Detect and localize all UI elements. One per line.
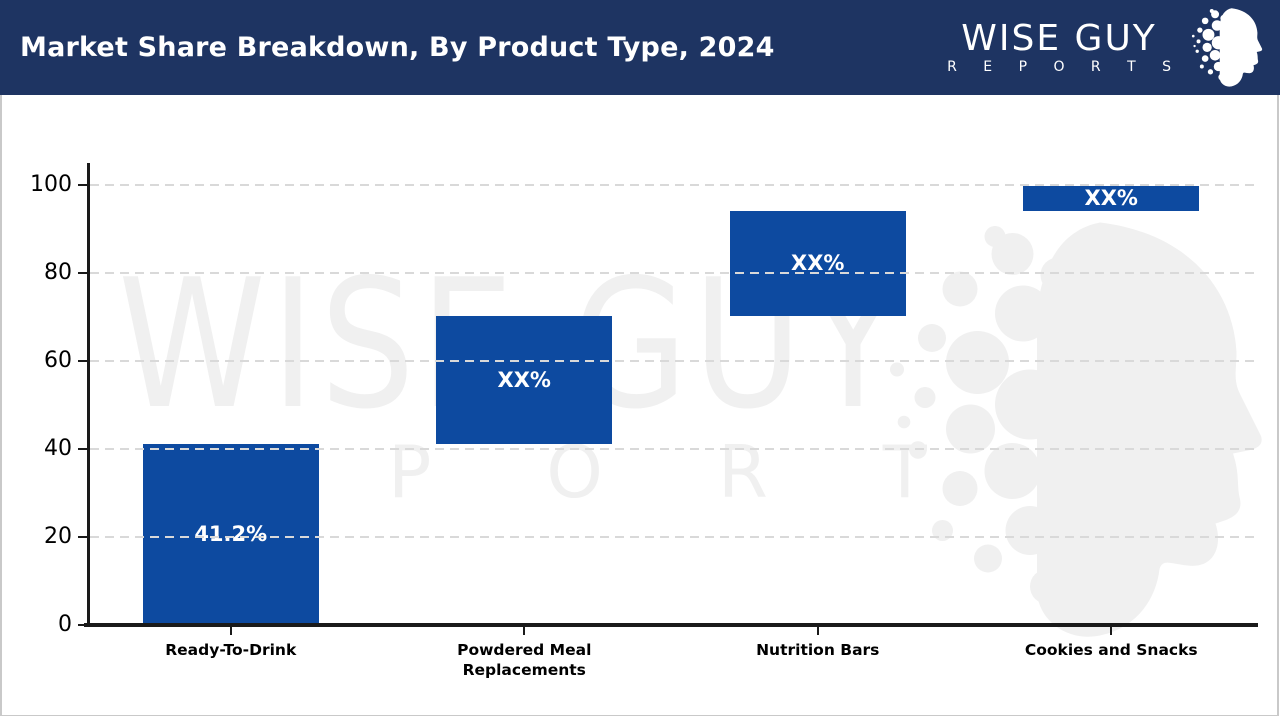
y-tick-label: 0 bbox=[58, 612, 72, 637]
gridline bbox=[90, 448, 1258, 450]
y-tick-label: 100 bbox=[30, 172, 72, 197]
x-category-label: Powdered Meal Replacements bbox=[457, 641, 592, 679]
gridline bbox=[90, 536, 1258, 538]
bar-value-label: 41.2% bbox=[194, 522, 268, 547]
gridline bbox=[90, 184, 1258, 186]
y-axis-tick bbox=[78, 624, 87, 626]
y-axis-tick bbox=[78, 360, 87, 362]
frame-border-left bbox=[0, 95, 2, 716]
logo-text: WISE GUY R E P O R T S bbox=[936, 17, 1182, 76]
frame-border-right bbox=[1277, 95, 1279, 716]
y-axis-line bbox=[87, 163, 90, 627]
y-axis-tick bbox=[78, 536, 87, 538]
bar: 41.2% bbox=[142, 443, 319, 625]
wise-guy-reports-logo: WISE GUY R E P O R T S bbox=[936, 5, 1266, 91]
x-category-label: Nutrition Bars bbox=[756, 641, 880, 659]
y-axis-tick bbox=[78, 272, 87, 274]
bar: XX% bbox=[729, 210, 906, 316]
gridline bbox=[90, 360, 1258, 362]
x-category-label: Ready-To-Drink bbox=[165, 641, 297, 659]
bar-value-label: XX% bbox=[791, 251, 845, 276]
bar-value-label: XX% bbox=[1084, 186, 1138, 211]
x-axis-tick bbox=[1110, 627, 1113, 635]
x-axis-tick bbox=[816, 627, 819, 635]
gridline bbox=[90, 272, 1258, 274]
x-axis-line bbox=[84, 623, 1258, 627]
logo-wordmark: WISE GUY bbox=[961, 17, 1157, 59]
frame-border-bottom bbox=[0, 714, 1278, 716]
x-axis-tick bbox=[229, 627, 232, 635]
bar-value-label: XX% bbox=[497, 367, 551, 392]
bar: XX% bbox=[1023, 185, 1200, 211]
y-tick-label: 40 bbox=[44, 436, 72, 461]
x-category-label: Cookies and Snacks bbox=[1024, 641, 1198, 659]
header-bar: Market Share Breakdown, By Product Type,… bbox=[0, 0, 1280, 95]
y-tick-label: 80 bbox=[44, 260, 72, 285]
bar: XX% bbox=[436, 315, 613, 444]
y-axis-tick bbox=[78, 184, 87, 186]
x-axis-tick bbox=[523, 627, 526, 635]
y-tick-label: 20 bbox=[44, 524, 72, 549]
page-title: Market Share Breakdown, By Product Type,… bbox=[20, 32, 775, 63]
y-tick-label: 60 bbox=[44, 348, 72, 373]
y-axis-tick bbox=[78, 448, 87, 450]
logo-subtitle: R E P O R T S bbox=[947, 58, 1182, 75]
